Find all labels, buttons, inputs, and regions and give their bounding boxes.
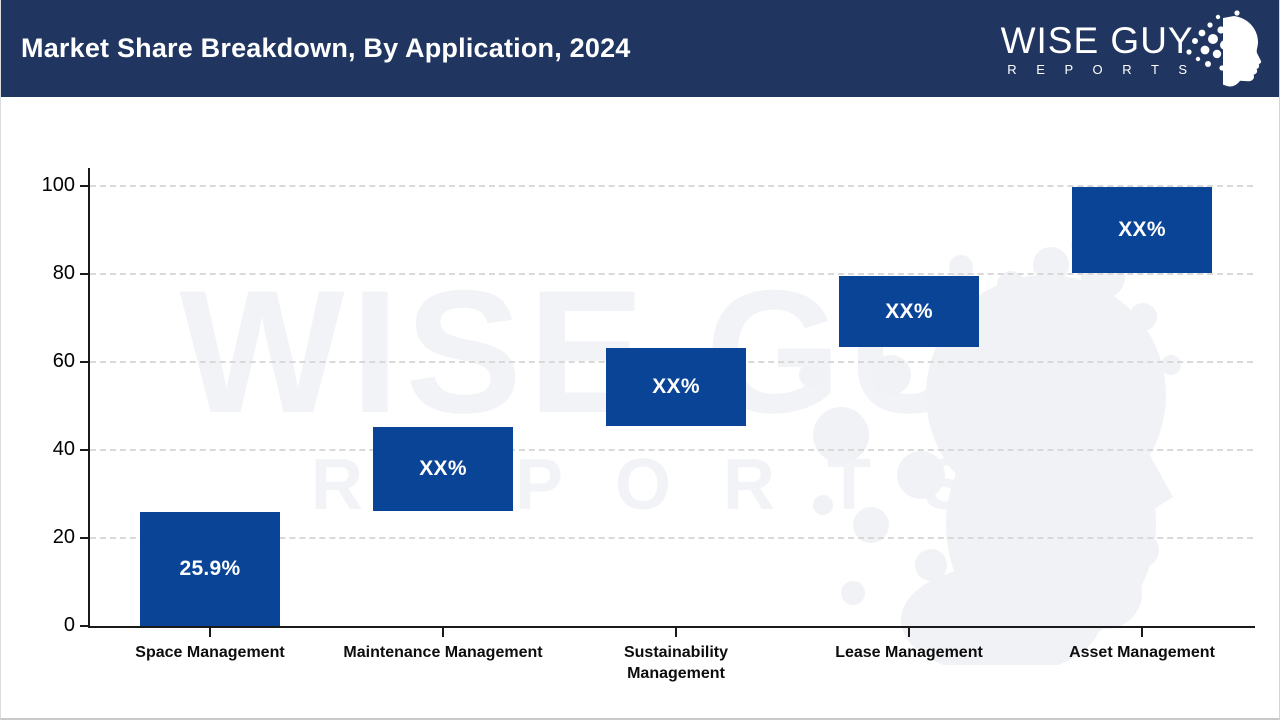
bar-value-label: 25.9% bbox=[179, 557, 241, 580]
x-tick-4 bbox=[908, 628, 910, 637]
bar-value-label: XX% bbox=[419, 457, 467, 480]
category-label: Maintenance Management bbox=[343, 644, 543, 661]
y-tick-label: 0 bbox=[63, 614, 75, 636]
y-tick-20 bbox=[80, 537, 88, 539]
category-label: Space Management bbox=[135, 644, 285, 661]
wise-guy-reports-logo: WISE GUY R E P O R T S bbox=[999, 6, 1265, 92]
y-tick-label: 60 bbox=[52, 350, 75, 372]
y-tick-40 bbox=[80, 449, 88, 451]
watermark-dotted-head bbox=[799, 235, 1181, 665]
dotted-head-logo-icon bbox=[1186, 9, 1262, 86]
y-tick-label: 100 bbox=[41, 174, 75, 196]
y-tick-80 bbox=[80, 273, 88, 275]
bar-value-label: XX% bbox=[652, 375, 700, 398]
category-label: Lease Management bbox=[835, 644, 983, 661]
y-tick-100 bbox=[80, 185, 88, 187]
gridline-80 bbox=[90, 273, 1253, 275]
gridline-20 bbox=[90, 537, 1253, 539]
y-tick-label: 40 bbox=[52, 438, 75, 460]
bar-3: XX% bbox=[606, 348, 746, 426]
bar-5: XX% bbox=[1072, 187, 1212, 273]
chart-canvas: WISE GUY REPORTS 0 20 40 60 80 100 25.9% Space … bbox=[1, 97, 1279, 718]
x-tick-5 bbox=[1141, 628, 1143, 637]
x-tick-1 bbox=[209, 628, 211, 637]
page-title: Market Share Breakdown, By Application, … bbox=[21, 33, 631, 63]
y-axis bbox=[88, 168, 90, 628]
y-tick-label: 80 bbox=[52, 262, 75, 284]
bar-value-label: XX% bbox=[1118, 218, 1166, 241]
logo-subtitle: R E P O R T S bbox=[1007, 61, 1195, 77]
y-tick-60 bbox=[80, 361, 88, 363]
y-tick-label: 20 bbox=[52, 526, 75, 548]
logo-wordmark: WISE GUY bbox=[1000, 19, 1194, 61]
y-tick-0 bbox=[80, 625, 88, 627]
gridline-40 bbox=[90, 449, 1253, 451]
category-label: Sustainability Management bbox=[623, 644, 729, 682]
bar-4: XX% bbox=[839, 276, 979, 347]
x-tick-2 bbox=[442, 628, 444, 637]
x-tick-3 bbox=[675, 628, 677, 637]
header-bar: Market Share Breakdown, By Application, … bbox=[1, 0, 1279, 97]
gridline-100 bbox=[90, 185, 1253, 187]
x-axis bbox=[88, 626, 1255, 628]
bar-value-label: XX% bbox=[885, 299, 933, 323]
category-label: Asset Management bbox=[1069, 644, 1215, 661]
bar-1: 25.9% bbox=[140, 512, 280, 626]
bar-2: XX% bbox=[373, 427, 513, 511]
logo-text: WISE GUY R E P O R T S bbox=[999, 22, 1195, 76]
